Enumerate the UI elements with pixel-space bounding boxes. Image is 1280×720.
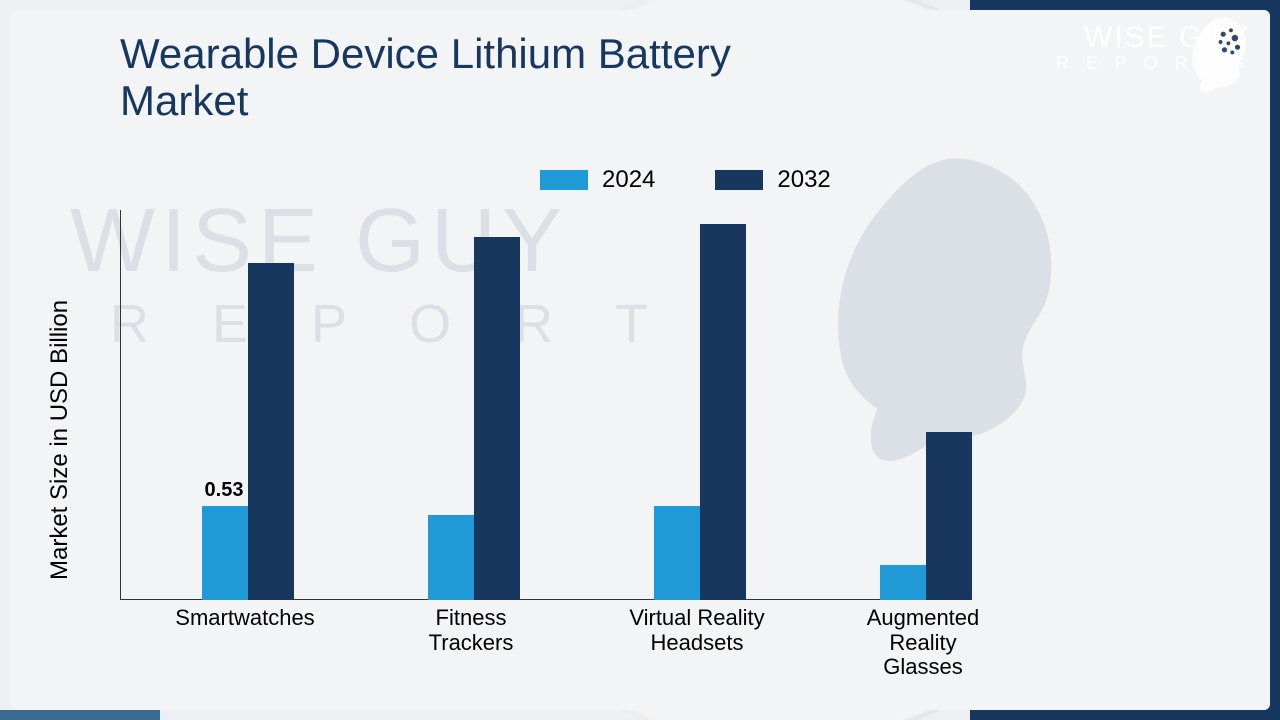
- bottom-accent-strip: [0, 710, 160, 720]
- legend-label-2024: 2024: [602, 166, 655, 194]
- brand-logo: WISE GUY R E P O R T S: [1056, 22, 1250, 72]
- legend-label-2032: 2032: [777, 166, 830, 194]
- chart-legend: 2024 2032: [540, 166, 831, 194]
- bar-2024: [202, 506, 248, 600]
- legend-swatch-2032: [715, 170, 763, 190]
- bar-group: Fitness Trackers: [412, 210, 532, 600]
- category-label: Augmented Reality Glasses: [848, 606, 998, 680]
- bar-group: Augmented Reality Glasses: [864, 210, 984, 600]
- brand-head-icon: [1184, 16, 1252, 94]
- category-label: Smartwatches: [170, 606, 320, 631]
- bar-2024: [428, 515, 474, 600]
- legend-swatch-2024: [540, 170, 588, 190]
- legend-item-2024: 2024: [540, 166, 655, 194]
- bar-2024: [880, 565, 926, 600]
- category-label: Fitness Trackers: [396, 606, 546, 655]
- bar-group: 0.53Smartwatches: [186, 210, 306, 600]
- y-axis-label: Market Size in USD Billion: [46, 300, 74, 580]
- bar-value-label: 0.53: [184, 479, 264, 502]
- plot-area: 0.53Smartwatches Fitness Trackers Virtual …: [120, 210, 960, 600]
- bar-2032: [926, 432, 972, 600]
- chart-title: Wearable Device Lithium Battery Market: [120, 30, 840, 124]
- bar-group: Virtual Reality Headsets: [638, 210, 758, 600]
- category-label: Virtual Reality Headsets: [622, 606, 772, 655]
- y-axis-line: [120, 210, 121, 600]
- bar-2024: [654, 506, 700, 600]
- bar-2032: [700, 224, 746, 600]
- bar-2032: [474, 237, 520, 600]
- bar-2032: [248, 263, 294, 600]
- legend-item-2032: 2032: [715, 166, 830, 194]
- page-root: WISE GUY R E P O R T S Wearable Device L…: [0, 0, 1280, 720]
